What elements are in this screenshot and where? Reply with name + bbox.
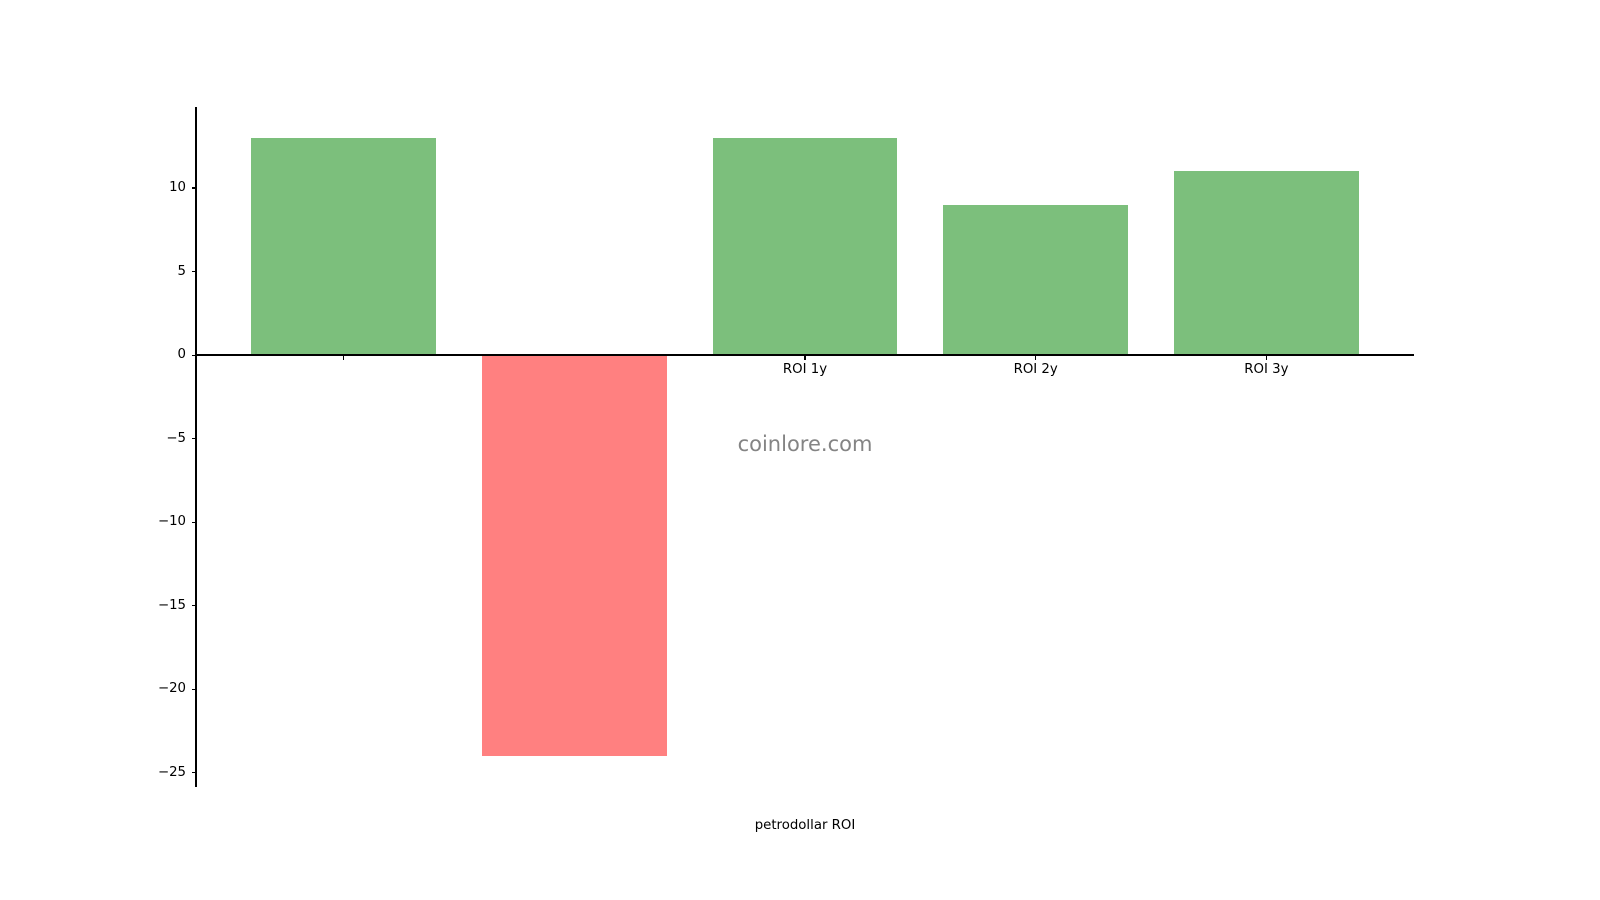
bar-positive: [943, 204, 1128, 356]
x-tick-label: ROI 3y: [1244, 362, 1289, 378]
y-tick-label: 10: [169, 180, 186, 196]
x-axis-spine: [196, 354, 1414, 356]
y-tick-label: 5: [177, 263, 186, 279]
x-tick-mark: [804, 355, 806, 360]
bar-positive: [712, 137, 898, 356]
y-tick-mark: [191, 354, 196, 356]
bar-positive: [1174, 171, 1359, 356]
y-tick-label: −5: [166, 430, 186, 446]
y-tick-label: −15: [157, 597, 186, 613]
x-tick-label: ROI 1y: [782, 362, 828, 378]
y-tick-mark: [191, 688, 196, 690]
y-tick-label: −10: [157, 514, 186, 530]
x-tick-mark: [342, 355, 345, 360]
y-tick-mark: [191, 605, 196, 607]
y-tick-mark: [191, 772, 196, 774]
x-tick-mark: [1035, 355, 1037, 360]
watermark-text: coinlore.com: [737, 432, 873, 456]
x-tick-mark: [1265, 355, 1267, 360]
bar-negative: [482, 355, 667, 757]
bar-positive: [251, 137, 436, 356]
y-tick-mark: [191, 270, 196, 273]
y-tick-label: −25: [157, 764, 186, 780]
y-tick-mark: [191, 187, 196, 189]
y-tick-label: −20: [157, 681, 186, 697]
x-axis-title: petrodollar ROI: [754, 818, 856, 833]
y-axis-spine: [195, 107, 197, 787]
y-tick-mark: [191, 521, 196, 523]
y-tick-mark: [191, 438, 196, 440]
x-tick-label: ROI 2y: [1013, 362, 1058, 378]
y-tick-label: 0: [177, 347, 186, 363]
